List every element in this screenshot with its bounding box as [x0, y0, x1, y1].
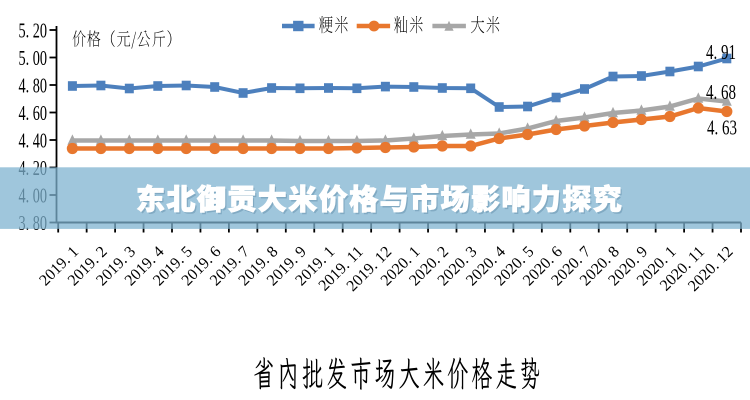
svg-text:5. 00: 5. 00: [19, 46, 48, 70]
svg-text:5. 20: 5. 20: [19, 19, 48, 43]
svg-text:4. 63: 4. 63: [707, 116, 737, 140]
svg-text:4. 40: 4. 40: [19, 129, 48, 153]
svg-text:4. 91: 4. 91: [706, 40, 736, 64]
svg-text:4. 80: 4. 80: [19, 74, 48, 98]
svg-text:4. 60: 4. 60: [19, 101, 48, 125]
svg-text:4. 68: 4. 68: [706, 80, 736, 104]
